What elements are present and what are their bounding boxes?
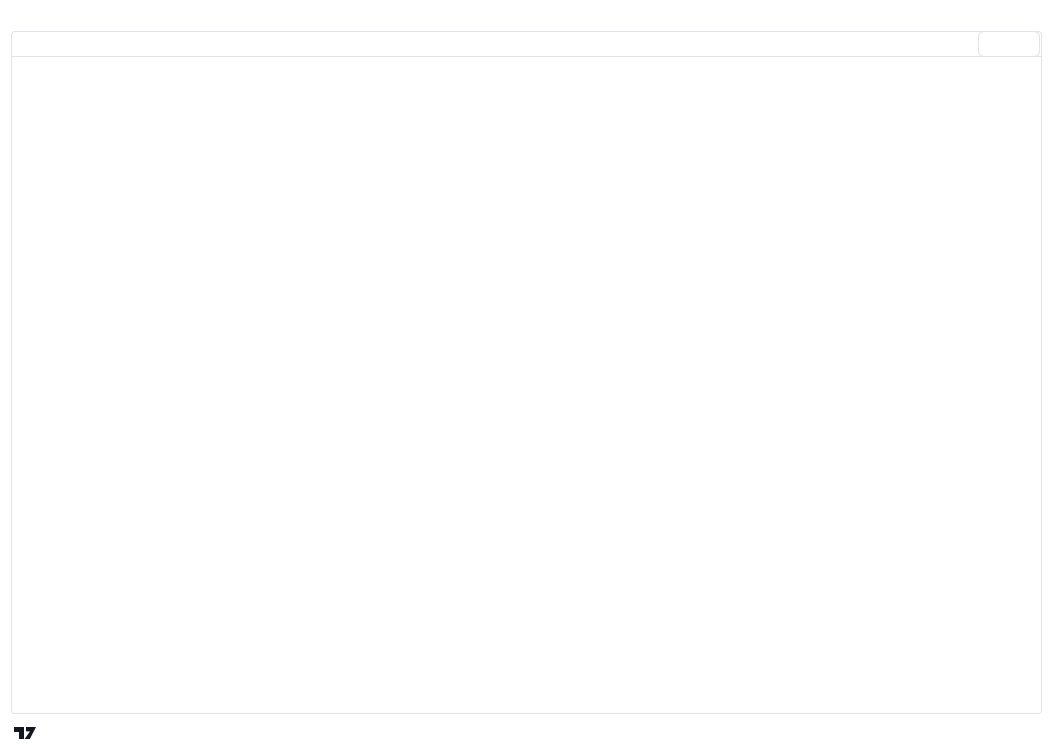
currency-unit-button[interactable] [978,31,1040,57]
chart-panel [11,31,1042,714]
price-scale[interactable] [974,57,1041,689]
tradingview-footer-link[interactable] [13,723,43,741]
time-scale[interactable] [12,689,1041,714]
tradingview-logo-icon [14,727,36,739]
chart-plot-area[interactable] [12,57,974,689]
chart-header [12,32,1041,57]
